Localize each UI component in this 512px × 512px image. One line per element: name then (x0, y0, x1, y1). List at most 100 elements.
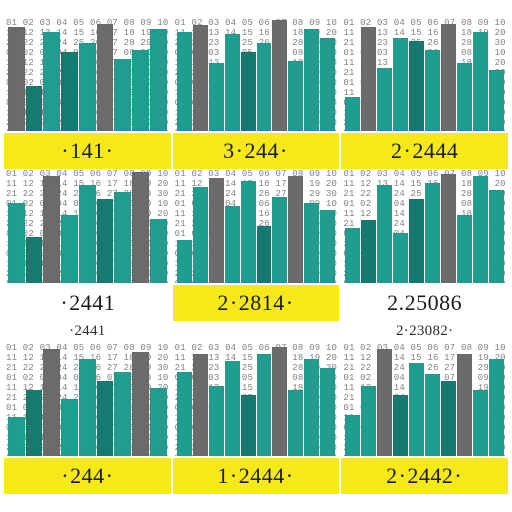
bar (193, 187, 208, 282)
bar-chart-panel: 01 02 03 04 05 06 07 08 09 10 11 12 13 1… (341, 169, 508, 282)
bar (489, 190, 504, 283)
caption-band: ·244·1·2444·2·2442· (4, 458, 508, 494)
bar (79, 43, 96, 131)
sub-caption: ·2441 (4, 321, 171, 343)
bar-chart-panel: 01 02 03 04 05 06 07 08 09 10 11 12 13 1… (341, 18, 508, 131)
caption-value: ·141· (4, 133, 171, 169)
bar (150, 388, 167, 456)
bar (409, 199, 424, 283)
chart-grid: 01 02 03 04 05 06 07 08 09 10 11 12 13 1… (0, 0, 512, 512)
bar (304, 359, 319, 456)
panel-row: 01 02 03 04 05 06 07 08 09 10 11 12 13 1… (4, 343, 508, 456)
bar (8, 203, 25, 282)
bars (175, 169, 338, 282)
bar (320, 368, 335, 456)
bar (241, 52, 256, 131)
bar (441, 24, 456, 132)
bar (361, 220, 376, 282)
bar (257, 226, 272, 283)
caption-band: ·141·3·244·2·2444 (4, 133, 508, 169)
bar-chart-panel: 01 02 03 04 05 06 07 08 09 10 11 12 13 1… (4, 343, 171, 456)
bar (473, 390, 488, 456)
bar (425, 183, 440, 283)
bar (489, 359, 504, 456)
caption-value: 2·2814· (173, 285, 340, 321)
bar (409, 363, 424, 456)
bars (343, 343, 506, 456)
bar (473, 176, 488, 283)
chart-area: 01 02 03 04 05 06 07 08 09 10 11 12 13 1… (343, 18, 506, 131)
bar (225, 34, 240, 131)
bar (61, 52, 78, 131)
bars (343, 169, 506, 282)
caption-value: 2·2442· (341, 458, 508, 494)
sub-caption-row: ·2441 2·23082· (4, 321, 508, 343)
bar (177, 240, 192, 283)
bar (361, 27, 376, 131)
bar (132, 352, 149, 456)
bar (489, 70, 504, 131)
bar (393, 395, 408, 456)
bar (257, 354, 272, 456)
bar (288, 61, 303, 131)
bar (272, 20, 287, 131)
bar (272, 197, 287, 283)
bars (6, 169, 169, 282)
bar-chart-panel: 01 02 03 04 05 06 07 08 09 10 11 12 13 1… (4, 169, 171, 282)
bar (425, 50, 440, 132)
chart-area: 01 02 03 04 05 06 07 08 09 10 11 12 13 1… (175, 343, 338, 456)
caption-value: 3·244· (173, 133, 340, 169)
caption-value: 1·2444· (173, 458, 340, 494)
bars (175, 18, 338, 131)
bar-chart-panel: 01 02 03 04 05 06 07 08 09 10 11 12 13 1… (4, 18, 171, 131)
bar (97, 199, 114, 283)
bar (209, 63, 224, 131)
bar (457, 63, 472, 131)
chart-area: 01 02 03 04 05 06 07 08 09 10 11 12 13 1… (6, 343, 169, 456)
bar (345, 228, 360, 282)
bar (114, 372, 131, 456)
sub-caption (173, 321, 340, 343)
bar (193, 354, 208, 456)
bar (377, 349, 392, 456)
bar (441, 174, 456, 283)
sub-caption: 2·23082· (341, 321, 508, 343)
bar (225, 361, 240, 456)
bar (377, 68, 392, 131)
bar (61, 399, 78, 456)
bar (26, 390, 43, 456)
caption-value: ·244· (4, 458, 171, 494)
bar (97, 381, 114, 456)
bars (175, 343, 338, 456)
chart-area: 01 02 03 04 05 06 07 08 09 10 11 12 13 1… (175, 18, 338, 131)
bar (43, 32, 60, 132)
bar (457, 354, 472, 456)
bar (320, 38, 335, 131)
bar (377, 185, 392, 282)
chart-area: 01 02 03 04 05 06 07 08 09 10 11 12 13 1… (343, 169, 506, 282)
bar (361, 386, 376, 456)
bar (320, 210, 335, 283)
bar-chart-panel: 01 02 03 04 05 06 07 08 09 10 11 12 13 1… (341, 343, 508, 456)
bars (343, 18, 506, 131)
bar (425, 374, 440, 456)
bar-chart-panel: 01 02 03 04 05 06 07 08 09 10 11 12 13 1… (173, 18, 340, 131)
chart-area: 01 02 03 04 05 06 07 08 09 10 11 12 13 1… (343, 343, 506, 456)
bar (241, 395, 256, 456)
caption-band: ·24412·2814·2.25086 (4, 285, 508, 321)
bar (441, 381, 456, 456)
bar (457, 215, 472, 283)
chart-area: 01 02 03 04 05 06 07 08 09 10 11 12 13 1… (6, 18, 169, 131)
bar (150, 29, 167, 131)
bar (304, 29, 319, 131)
bars (6, 343, 169, 456)
caption-value: ·2441 (4, 285, 171, 321)
bars (6, 18, 169, 131)
bar (225, 206, 240, 283)
bar (26, 237, 43, 282)
bar (345, 415, 360, 456)
bar (177, 372, 192, 456)
bar (241, 181, 256, 283)
bar (288, 176, 303, 283)
bar (114, 59, 131, 132)
